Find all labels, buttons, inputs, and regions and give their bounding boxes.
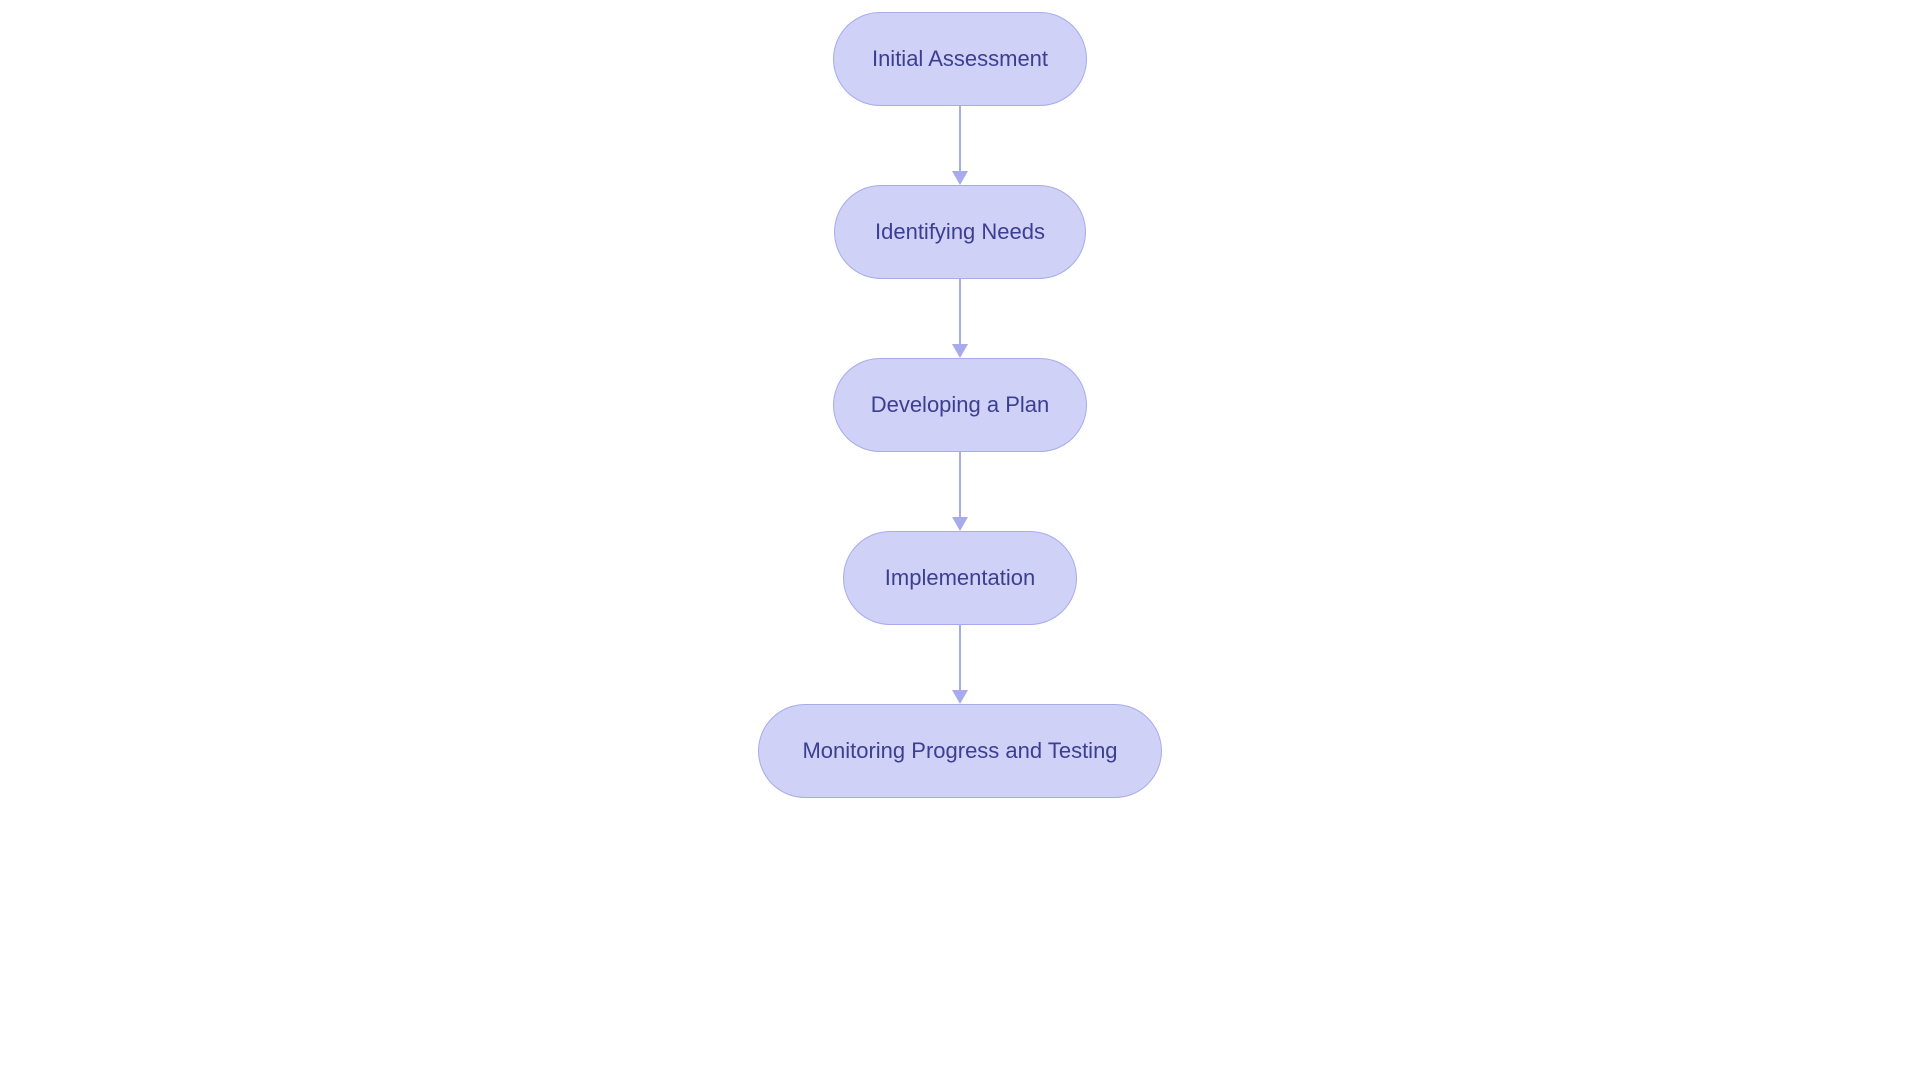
flowchart-node-n5: Monitoring Progress and Testing <box>758 704 1162 798</box>
flowchart-arrow <box>952 106 968 185</box>
flowchart-node-n3: Developing a Plan <box>833 358 1087 452</box>
node-label: Monitoring Progress and Testing <box>802 738 1117 764</box>
arrow-head-icon <box>952 171 968 185</box>
arrow-line <box>959 452 962 518</box>
node-label: Initial Assessment <box>872 46 1048 72</box>
arrow-line <box>959 279 962 345</box>
arrow-line <box>959 106 962 172</box>
flowchart-arrow <box>952 279 968 358</box>
arrow-head-icon <box>952 344 968 358</box>
flowchart-container: Initial Assessment Identifying Needs Devel… <box>758 12 1162 798</box>
arrow-head-icon <box>952 690 968 704</box>
flowchart-arrow <box>952 625 968 704</box>
flowchart-node-n1: Initial Assessment <box>833 12 1087 106</box>
node-label: Developing a Plan <box>871 392 1050 418</box>
flowchart-node-n4: Implementation <box>843 531 1077 625</box>
arrow-line <box>959 625 962 691</box>
flowchart-arrow <box>952 452 968 531</box>
flowchart-node-n2: Identifying Needs <box>834 185 1086 279</box>
node-label: Implementation <box>885 565 1035 591</box>
arrow-head-icon <box>952 517 968 531</box>
node-label: Identifying Needs <box>875 219 1045 245</box>
